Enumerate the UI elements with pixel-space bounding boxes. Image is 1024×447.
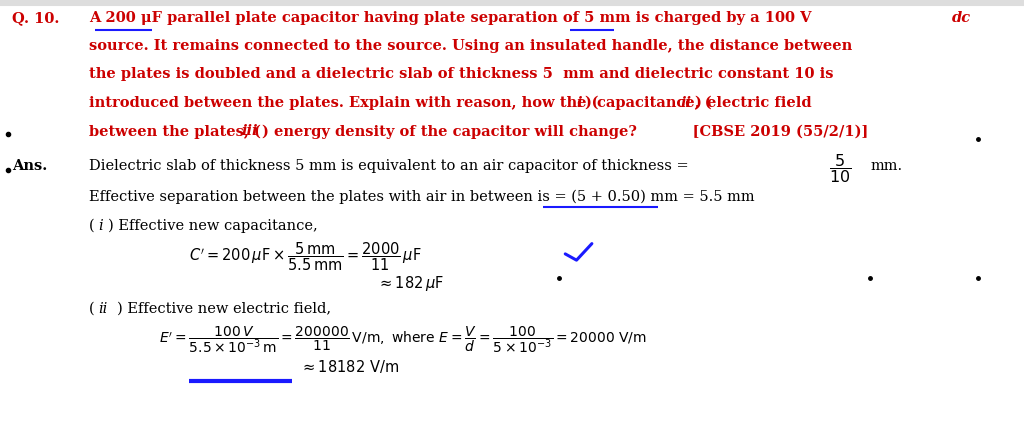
- Text: ii: ii: [98, 302, 108, 316]
- Text: A 200 μF parallel plate capacitor having plate separation of 5 mm is charged by : A 200 μF parallel plate capacitor having…: [89, 11, 817, 25]
- Text: ) Effective new electric field,: ) Effective new electric field,: [117, 302, 331, 316]
- Text: Effective separation between the plates with air in between is = (5 + 0.50) mm =: Effective separation between the plates …: [89, 190, 755, 204]
- Text: ) capacitance, (: ) capacitance, (: [585, 96, 712, 110]
- Text: $\approx 18182\ \mathrm{V/m}$: $\approx 18182\ \mathrm{V/m}$: [300, 358, 399, 375]
- Text: (: (: [89, 219, 94, 233]
- Text: introduced between the plates. Explain with reason, how the (: introduced between the plates. Explain w…: [89, 96, 599, 110]
- Text: ) electric field: ) electric field: [695, 96, 812, 110]
- Text: $\dfrac{5}{10}$: $\dfrac{5}{10}$: [829, 152, 852, 185]
- Text: i: i: [577, 96, 582, 110]
- Text: i: i: [98, 219, 103, 233]
- Text: (: (: [89, 302, 94, 316]
- Text: source. It remains connected to the source. Using an insulated handle, the dista: source. It remains connected to the sour…: [89, 39, 852, 53]
- Text: [CBSE 2019 (55/2/1)]: [CBSE 2019 (55/2/1)]: [672, 124, 868, 138]
- Text: $C' = 200\,\mu\mathrm{F} \times \dfrac{5\,\mathrm{mm}}{5.5\,\mathrm{mm}} = \dfra: $C' = 200\,\mu\mathrm{F} \times \dfrac{5…: [189, 240, 422, 273]
- Text: $E' = \dfrac{100\,V}{5.5\times10^{-3}\,\mathrm{m}} = \dfrac{200000}{11}\,\mathrm: $E' = \dfrac{100\,V}{5.5\times10^{-3}\,\…: [159, 324, 647, 355]
- Text: iii: iii: [242, 124, 258, 138]
- Text: $\approx 182\,\mu\mathrm{F}$: $\approx 182\,\mu\mathrm{F}$: [377, 274, 443, 293]
- Text: Ans.: Ans.: [12, 159, 47, 173]
- Text: ) Effective new capacitance,: ) Effective new capacitance,: [108, 219, 317, 233]
- Text: dc: dc: [952, 11, 972, 25]
- Text: ) energy density of the capacitor will change?: ) energy density of the capacitor will c…: [262, 124, 637, 139]
- Text: mm.: mm.: [870, 159, 902, 173]
- Text: Q. 10.: Q. 10.: [12, 11, 59, 25]
- Text: between the plates, (: between the plates, (: [89, 124, 261, 139]
- Text: ii: ii: [681, 96, 692, 110]
- Text: the plates is doubled and a dielectric slab of thickness 5  mm and dielectric co: the plates is doubled and a dielectric s…: [89, 67, 834, 81]
- Text: Dielectric slab of thickness 5 mm is equivalent to an air capacitor of thickness: Dielectric slab of thickness 5 mm is equ…: [89, 159, 693, 173]
